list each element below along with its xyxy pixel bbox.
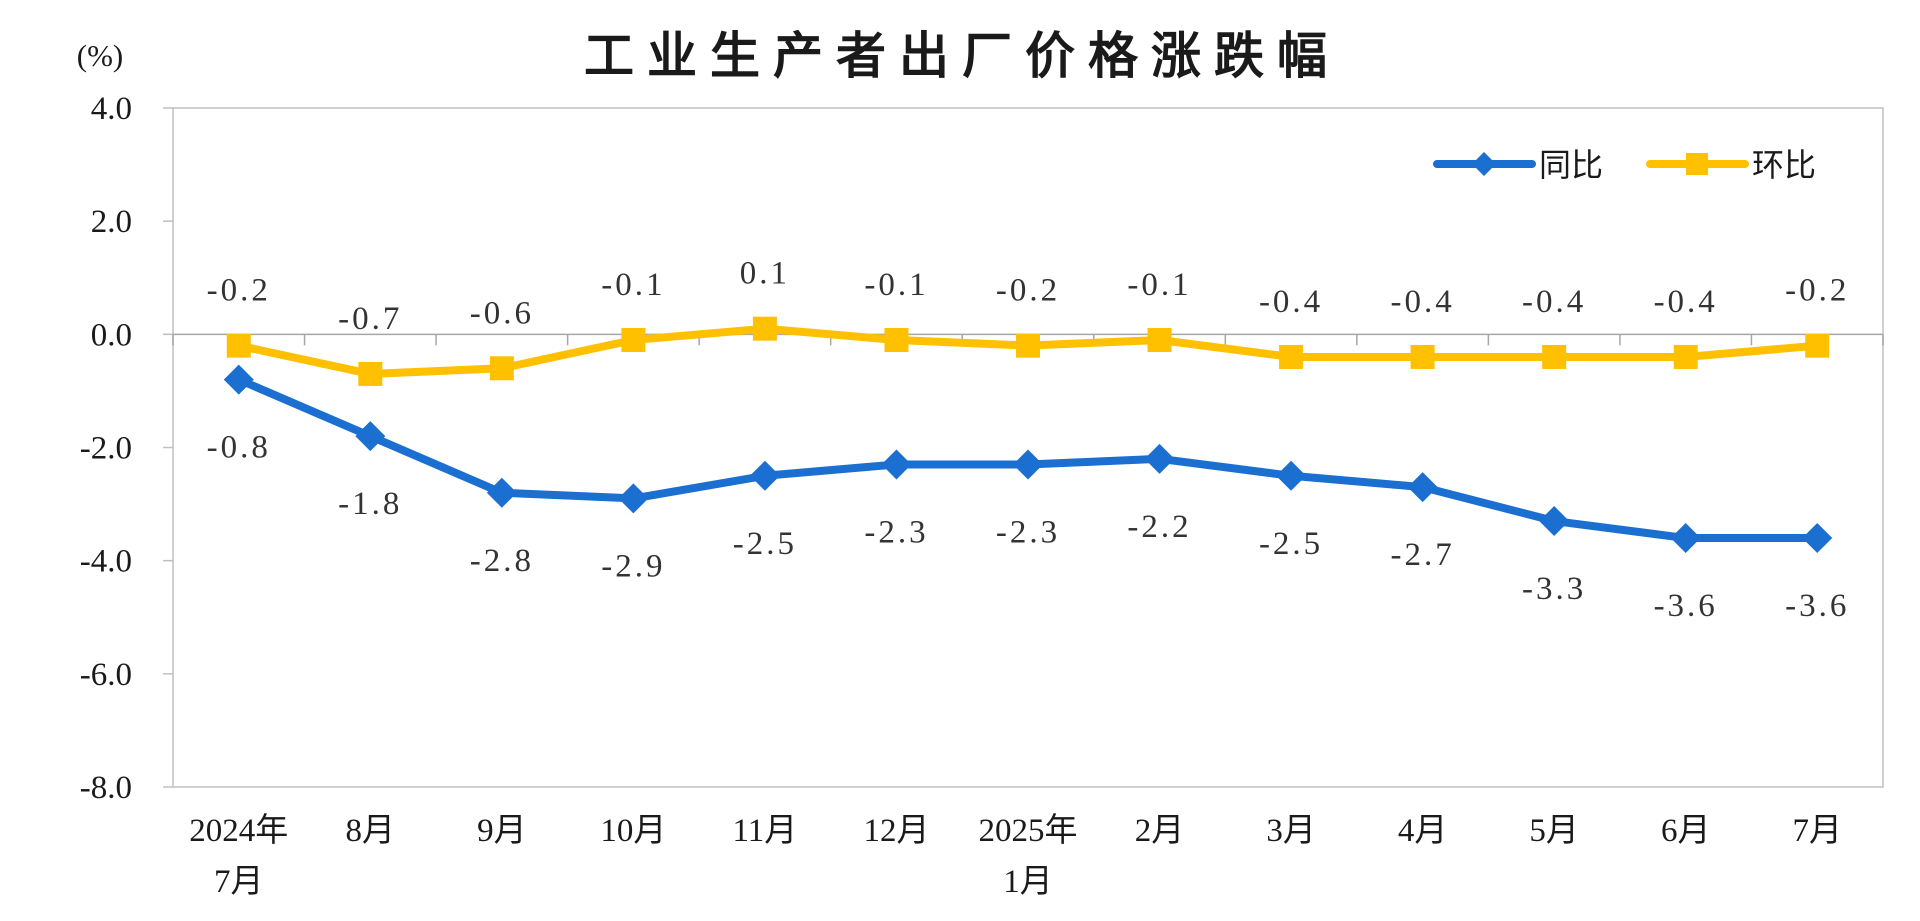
x-axis-label: 11月: [733, 813, 798, 849]
data-label-tongbi: -2.3: [996, 514, 1060, 550]
series-huanbi-square-marker: [1542, 344, 1567, 369]
data-label-huanbi: -0.6: [470, 295, 534, 331]
series-tongbi-diamond-marker: [1670, 523, 1701, 554]
series-tongbi-diamond-marker: [1276, 460, 1307, 491]
series-huanbi-square-marker: [752, 316, 777, 341]
data-label-tongbi: -2.5: [733, 526, 797, 562]
y-axis-tick-label: 0.0: [91, 317, 132, 353]
x-axis-label: 2024年: [189, 812, 288, 849]
series-huanbi-square-marker: [1147, 327, 1172, 352]
data-label-huanbi: -0.1: [1127, 267, 1191, 303]
series-huanbi-square-marker: [621, 327, 646, 352]
x-axis-label: 12月: [863, 813, 929, 849]
x-axis-label: 9月: [477, 813, 527, 849]
chart-title: 工业生产者出厂价格涨跌幅: [584, 28, 1340, 84]
series-huanbi-square-marker: [884, 327, 909, 352]
legend-diamond-marker: [1472, 152, 1496, 176]
x-axis-label: 2025年: [979, 812, 1078, 849]
series-huanbi-square-marker: [489, 356, 514, 381]
data-label-huanbi: -0.4: [1522, 284, 1586, 320]
data-label-tongbi: -2.7: [1390, 537, 1454, 573]
data-label-tongbi: -0.8: [207, 430, 271, 466]
data-label-tongbi: -2.8: [470, 543, 534, 579]
series-tongbi-diamond-marker: [1144, 443, 1175, 474]
x-axis-label: 7月: [1792, 813, 1842, 849]
series-tongbi: -0.8 -1.8 -2.8 -2.9 -2.5 -2.3 -2.3 -2.2 -2.5 -2.7…: [207, 364, 1849, 624]
series-tongbi-diamond-marker: [1407, 472, 1438, 503]
series-tongbi-diamond-marker: [1013, 449, 1043, 480]
series-huanbi-square-marker: [358, 361, 383, 386]
x-axis-label: 8月: [346, 813, 396, 849]
data-label-huanbi: 0.1: [740, 256, 790, 292]
data-label-huanbi: -0.4: [1259, 284, 1323, 320]
series-tongbi-diamond-marker: [749, 460, 780, 491]
data-label-huanbi: -0.2: [1785, 273, 1849, 309]
axes-layer: 4.0 2.0 0.0 -2.0 -4.0 -6.0 -8.0 2024年 7月 8月 9月 10月 1…: [80, 91, 1884, 900]
series-tongbi-diamond-marker: [223, 364, 254, 395]
data-label-huanbi: -0.2: [207, 273, 271, 309]
data-label-huanbi: -0.4: [1654, 284, 1718, 320]
y-axis-unit-label: (%): [77, 38, 123, 73]
y-axis-tick-label: -4.0: [80, 544, 132, 580]
legend-square-marker: [1686, 153, 1708, 175]
x-axis-label-line2: 7月: [214, 864, 264, 900]
x-axis-label: 2月: [1135, 813, 1185, 849]
series-tongbi-diamond-marker: [355, 421, 386, 452]
legend: 同比 环比: [1433, 147, 1816, 183]
series-layer: -0.2 -0.7 -0.6 -0.1 0.1 -0.1 -0.2 -0.1 -0.4 -0.4 -…: [207, 256, 1849, 624]
series-huanbi-square-marker: [1673, 344, 1698, 369]
series-huanbi-square-marker: [1279, 344, 1304, 369]
y-axis-tick-label: -6.0: [80, 657, 132, 693]
series-tongbi-diamond-marker: [881, 449, 912, 480]
x-axis-label: 4月: [1398, 813, 1448, 849]
legend-label-huanbi: 环比: [1752, 147, 1816, 183]
data-label-tongbi: -2.2: [1127, 509, 1191, 545]
series-tongbi-diamond-marker: [618, 483, 649, 514]
series-huanbi-square-marker: [226, 333, 251, 358]
data-label-tongbi: -3.6: [1785, 588, 1849, 624]
data-label-tongbi: -3.3: [1522, 571, 1586, 607]
plot-area-border: [172, 107, 1884, 788]
data-label-huanbi: -0.7: [338, 301, 402, 337]
data-label-tongbi: -2.9: [601, 548, 665, 584]
x-axis-label: 5月: [1529, 813, 1579, 849]
series-huanbi-square-marker: [1410, 344, 1435, 369]
legend-label-tongbi: 同比: [1539, 147, 1603, 183]
y-axis-tick-label: -8.0: [80, 770, 132, 806]
data-label-tongbi: -1.8: [338, 486, 402, 522]
data-label-huanbi: -0.1: [601, 267, 665, 303]
y-axis-tick-label: 4.0: [91, 91, 132, 127]
y-axis-tick-label: -2.0: [80, 431, 132, 467]
data-label-huanbi: -0.1: [864, 267, 928, 303]
legend-item-tongbi: 同比: [1433, 147, 1603, 183]
data-label-tongbi: -2.5: [1259, 526, 1323, 562]
data-label-tongbi: -3.6: [1654, 588, 1718, 624]
data-label-huanbi: -0.2: [996, 273, 1060, 309]
x-axis-label: 6月: [1661, 813, 1711, 849]
series-huanbi-square-marker: [1016, 333, 1040, 358]
y-axis-tick-label: 2.0: [91, 204, 132, 240]
x-axis-label: 10月: [600, 813, 666, 849]
legend-item-huanbi: 环比: [1646, 147, 1816, 183]
x-axis-label-line2: 1月: [1003, 864, 1053, 900]
data-label-huanbi: -0.4: [1390, 284, 1454, 320]
series-tongbi-diamond-marker: [1802, 523, 1833, 554]
series-tongbi-diamond-marker: [486, 477, 517, 508]
series-huanbi-square-marker: [1805, 333, 1830, 358]
series-tongbi-diamond-marker: [1539, 506, 1570, 537]
x-axis-label: 3月: [1266, 813, 1316, 849]
series-huanbi: -0.2 -0.7 -0.6 -0.1 0.1 -0.1 -0.2 -0.1 -0.4 -0.4 -…: [207, 256, 1849, 386]
data-label-tongbi: -2.3: [864, 514, 928, 550]
